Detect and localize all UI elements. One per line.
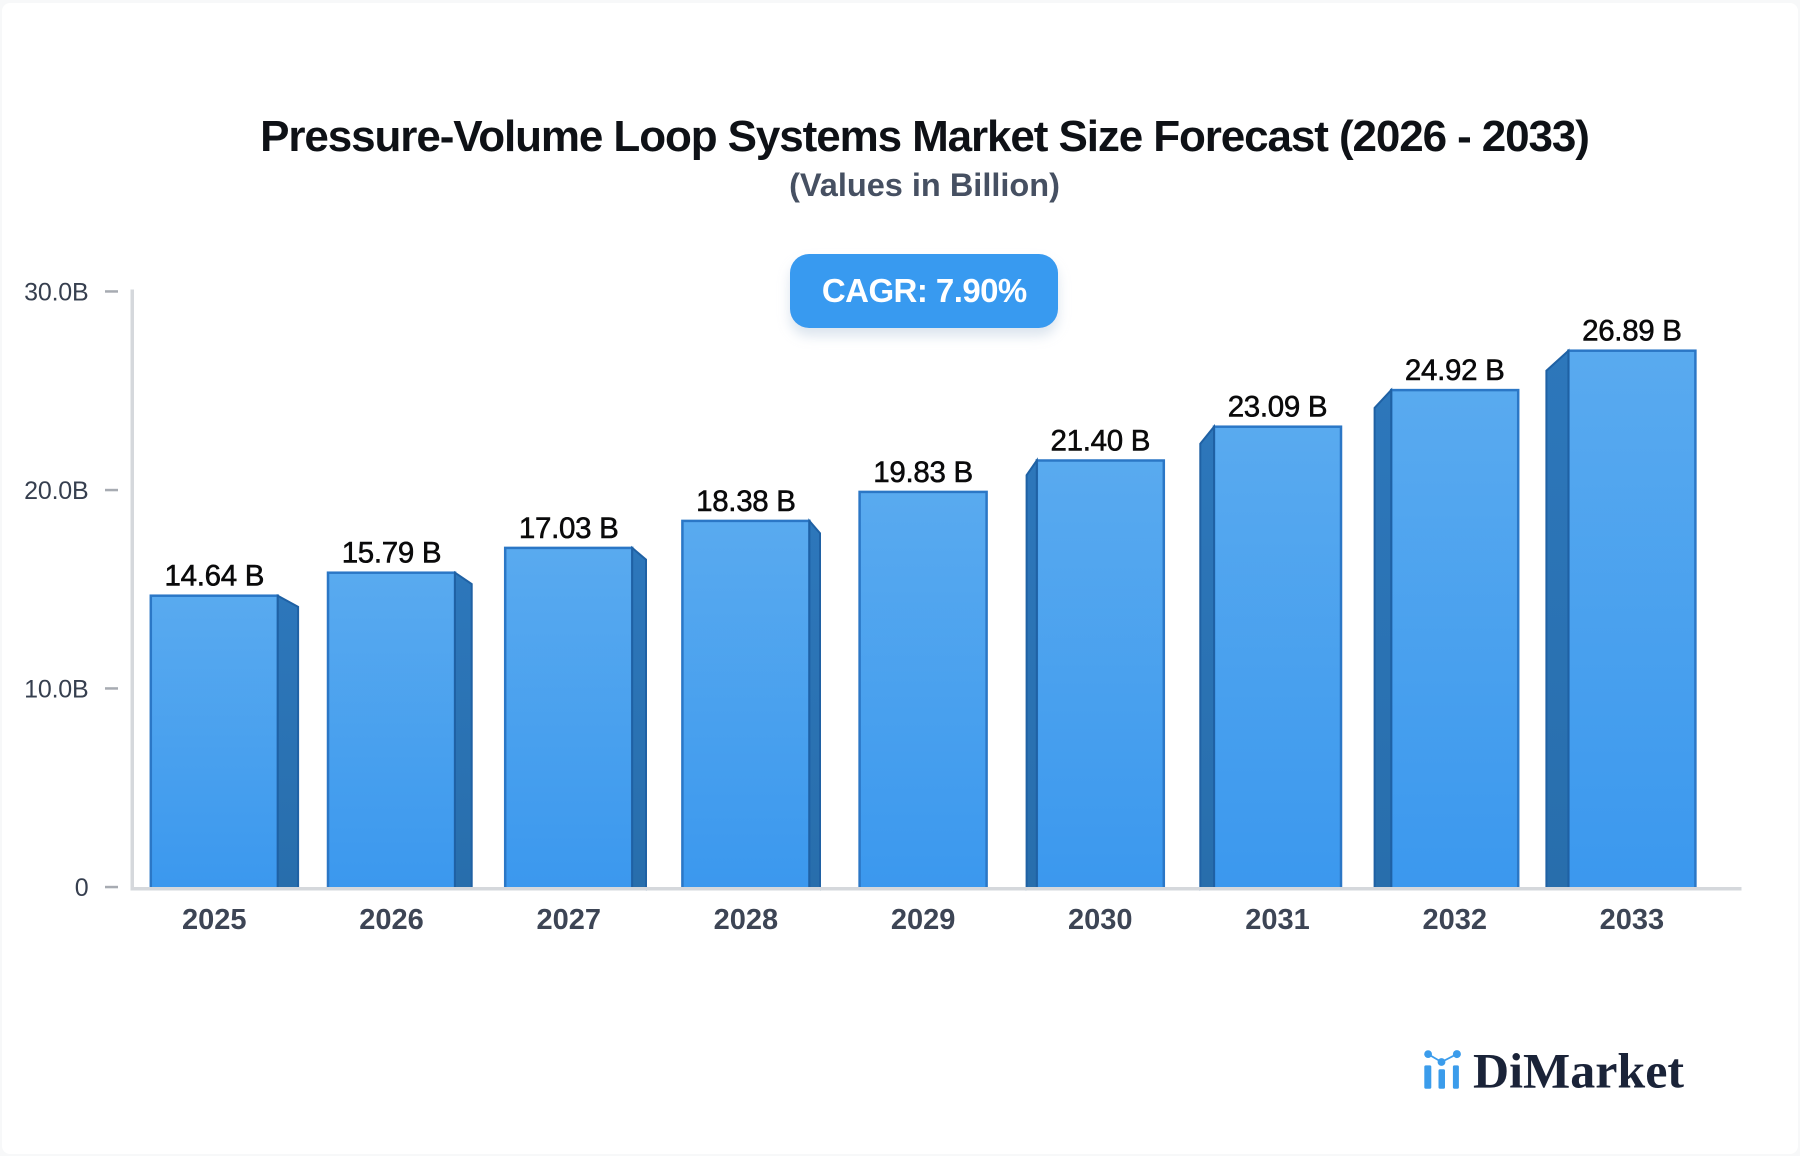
svg-text:14.64 B: 14.64 B — [164, 560, 264, 593]
svg-text:0: 0 — [75, 874, 89, 902]
svg-text:(Values in Billion): (Values in Billion) — [789, 167, 1060, 203]
svg-text:2027: 2027 — [536, 904, 601, 936]
svg-text:2028: 2028 — [714, 904, 779, 936]
svg-text:2031: 2031 — [1245, 904, 1310, 936]
svg-text:18.38 B: 18.38 B — [696, 485, 796, 518]
svg-text:10.0B: 10.0B — [24, 676, 88, 704]
svg-text:21.40 B: 21.40 B — [1050, 425, 1150, 458]
svg-text:DiMarket: DiMarket — [1473, 1043, 1684, 1099]
svg-text:2025: 2025 — [182, 904, 247, 936]
svg-text:2032: 2032 — [1422, 904, 1487, 936]
svg-text:17.03 B: 17.03 B — [519, 512, 619, 545]
svg-text:24.92 B: 24.92 B — [1405, 354, 1505, 387]
svg-text:2033: 2033 — [1600, 904, 1665, 936]
svg-text:2030: 2030 — [1068, 904, 1133, 936]
svg-text:2029: 2029 — [891, 904, 956, 936]
svg-text:15.79 B: 15.79 B — [342, 537, 442, 570]
svg-text:Pressure-Volume Loop Systems M: Pressure-Volume Loop Systems Market Size… — [260, 112, 1589, 161]
svg-text:2026: 2026 — [359, 904, 424, 936]
svg-text:19.83 B: 19.83 B — [873, 456, 973, 489]
svg-text:30.0B: 30.0B — [24, 279, 88, 307]
svg-text:CAGR: 7.90%: CAGR: 7.90% — [822, 272, 1027, 309]
svg-text:23.09 B: 23.09 B — [1228, 391, 1328, 424]
svg-text:20.0B: 20.0B — [24, 477, 88, 505]
svg-text:26.89 B: 26.89 B — [1582, 315, 1682, 348]
